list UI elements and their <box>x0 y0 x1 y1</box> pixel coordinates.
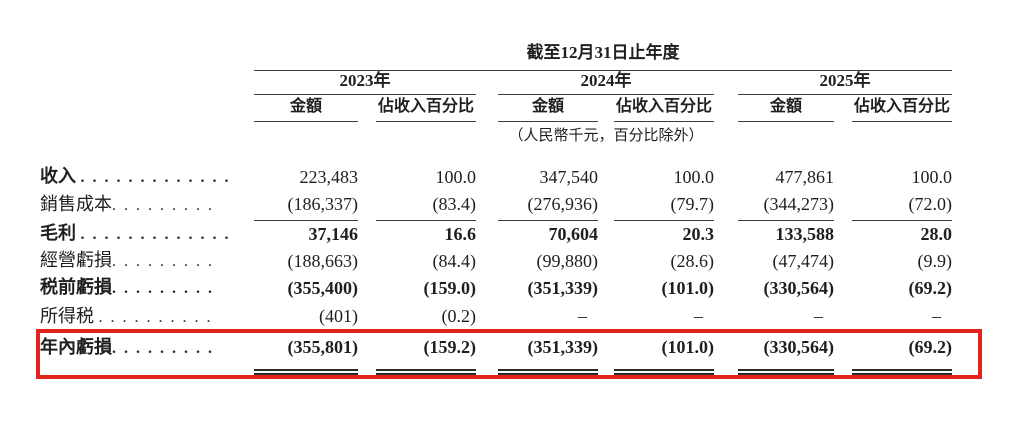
row-income-tax: 所得税 . . . . . . . . . . (401) (0.2) – – … <box>40 303 953 333</box>
cell-value: (72.0) <box>852 192 953 221</box>
cell-value: (79.7) <box>614 192 714 221</box>
cell-value: (355,801) <box>254 331 358 375</box>
cell-value: (99,880) <box>536 251 599 272</box>
row-loss-before-tax: 税前虧損. . . . . . . . . (355,400) (159.0) … <box>40 276 952 303</box>
row-label: 年內虧損 <box>40 337 112 358</box>
cell-value: (159.2) <box>376 331 476 375</box>
cell-value: (351,339) <box>498 331 598 375</box>
cell-value: 477,861 <box>775 167 835 188</box>
cell-value: (9.9) <box>917 251 953 272</box>
row-label: 經營虧損 <box>40 250 112 271</box>
cell-value: (330,564) <box>763 278 835 299</box>
dot-leader: . . . . . . . . . . . . . <box>80 226 230 244</box>
dot-leader: . . . . . . . . . <box>112 340 213 358</box>
year-header-2023: 2023年 <box>254 70 476 95</box>
cell-value: 100.0 <box>911 167 953 188</box>
cell-value: (188,663) <box>287 251 359 272</box>
row-label: 所得税 <box>40 306 94 327</box>
cell-value: 70,604 <box>548 224 599 245</box>
cell-value: – <box>498 303 598 333</box>
cell-value: (0.2) <box>376 303 476 333</box>
cell-value: – <box>614 303 714 333</box>
cell-value: 20.3 <box>682 224 715 245</box>
cell-value: (276,936) <box>498 192 598 221</box>
cell-value: 28.0 <box>920 224 953 245</box>
cell-value: (47,474) <box>772 251 835 272</box>
cell-value: – <box>738 303 834 333</box>
row-operating-loss: 經營虧損. . . . . . . . . (188,663) (84.4) (… <box>40 249 952 276</box>
cell-value: (186,337) <box>254 192 358 221</box>
dot-leader: . . . . . . . . . <box>112 197 213 215</box>
cell-value: 16.6 <box>444 224 477 245</box>
cell-value: 100.0 <box>435 167 477 188</box>
dot-leader: . . . . . . . . . <box>112 253 213 271</box>
col-header-pct: 佔收入百分比 <box>376 94 476 122</box>
cell-value: (28.6) <box>670 251 715 272</box>
row-gross-profit: 毛利 . . . . . . . . . . . . . 37,146 16.6… <box>40 220 952 249</box>
row-label: 毛利 <box>40 223 76 244</box>
cell-value: (69.2) <box>852 331 953 375</box>
col-header-amount: 金額 <box>738 94 834 122</box>
cell-value: 133,588 <box>775 224 835 245</box>
row-loss-for-year: 年內虧損. . . . . . . . . (355,801) (159.2) … <box>40 331 953 375</box>
cell-value: (101.0) <box>661 278 715 299</box>
cell-value: (101.0) <box>614 331 714 375</box>
cell-value: (351,339) <box>527 278 599 299</box>
col-header-amount: 金額 <box>498 94 598 122</box>
col-header-amount: 金額 <box>254 94 358 122</box>
row-cost-of-sales: 銷售成本. . . . . . . . . (186,337) (83.4) (… <box>40 192 953 221</box>
cell-value: (159.0) <box>423 278 477 299</box>
col-header-pct: 佔收入百分比 <box>614 94 714 122</box>
dot-leader: . . . . . . . . . <box>112 280 213 298</box>
cell-value: – <box>852 303 953 333</box>
cell-value: (83.4) <box>376 192 476 221</box>
table-title: 截至12月31日止年度 <box>254 38 953 71</box>
cell-value: (355,400) <box>287 278 359 299</box>
year-header-2024: 2024年 <box>498 70 714 95</box>
row-label: 税前虧損 <box>40 277 112 298</box>
cell-value: (330,564) <box>738 331 834 375</box>
unit-note: （人民幣千元，百分比除外） <box>508 127 704 144</box>
cell-value: (344,273) <box>738 192 834 221</box>
year-header-2025: 2025年 <box>738 70 953 95</box>
dot-leader: . . . . . . . . . . . . . <box>80 169 230 187</box>
cell-value: 37,146 <box>308 224 359 245</box>
cell-value: 100.0 <box>673 167 715 188</box>
financial-table: 截至12月31日止年度 2023年 2024年 2025年 金額 佔收入百分比 … <box>40 38 953 375</box>
cell-value: (69.2) <box>908 278 953 299</box>
dot-leader: . . . . . . . . . . <box>98 309 212 327</box>
cell-value: (84.4) <box>432 251 477 272</box>
cell-value: 223,483 <box>299 167 359 188</box>
row-revenue: 收入 . . . . . . . . . . . . . 223,483 100… <box>40 165 952 192</box>
row-label: 銷售成本 <box>40 194 112 215</box>
cell-value: (401) <box>254 303 358 333</box>
col-header-pct: 佔收入百分比 <box>852 94 953 122</box>
cell-value: 347,540 <box>539 167 599 188</box>
row-label: 收入 <box>40 166 76 187</box>
